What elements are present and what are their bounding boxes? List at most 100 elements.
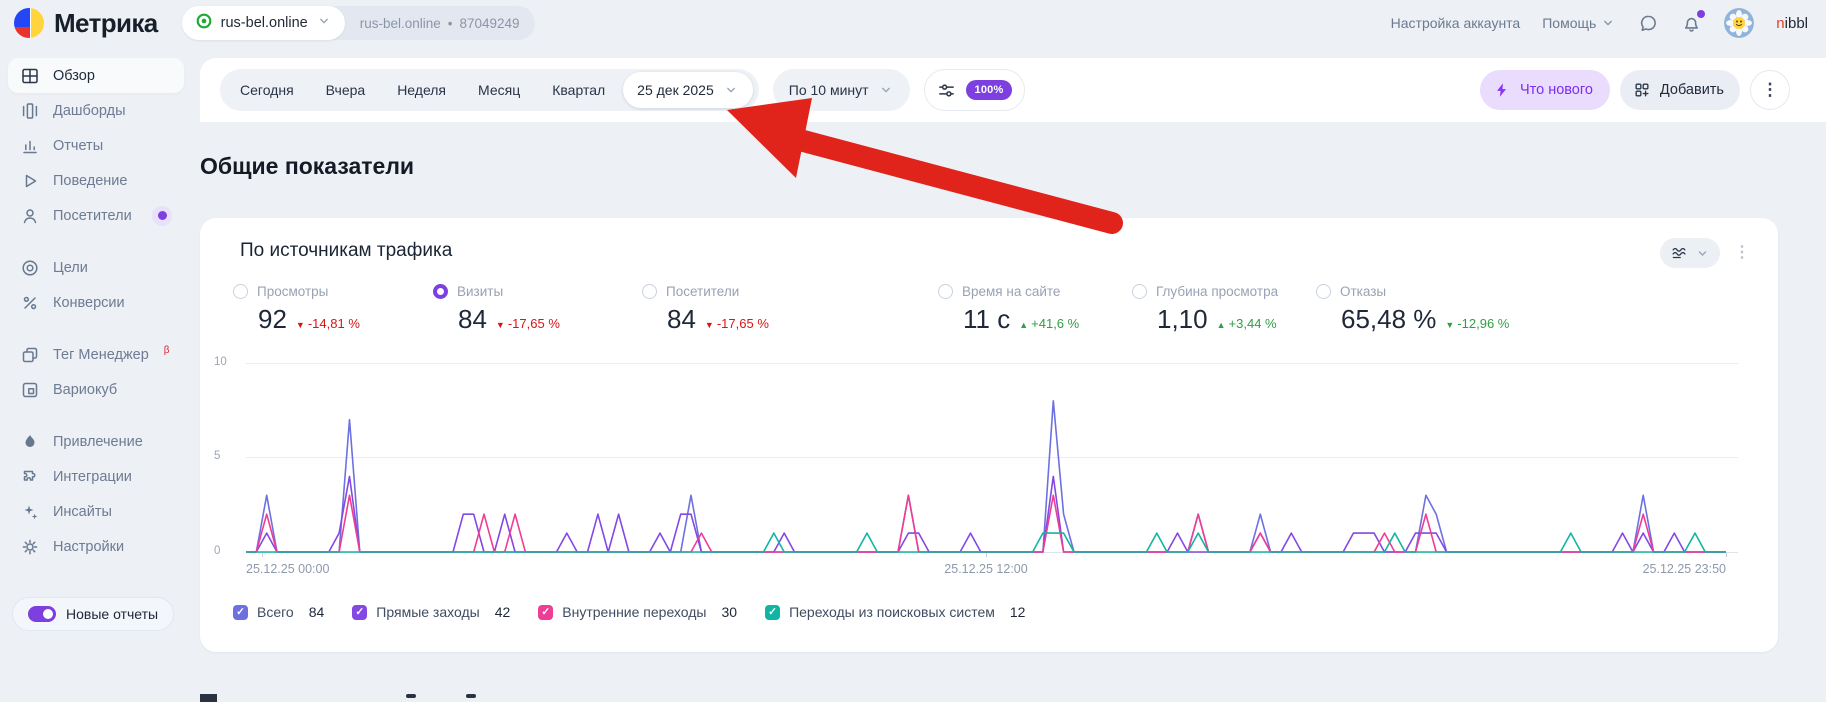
sidebar-item-behavior[interactable]: Поведение xyxy=(8,163,184,198)
radio-icon[interactable] xyxy=(938,284,953,299)
whats-new-button[interactable]: Что нового xyxy=(1479,70,1610,110)
new-reports-toggle[interactable]: Новые отчеты xyxy=(12,597,175,631)
sidebar-item-label: Обзор xyxy=(53,67,95,84)
legend-checkbox-icon[interactable]: ✓ xyxy=(538,604,554,620)
metric-value-row: 84 ▼ -17,65 % xyxy=(433,304,560,335)
behavior-icon xyxy=(20,171,40,191)
metric-selector[interactable]: Просмотры xyxy=(233,284,360,299)
account-settings-link[interactable]: Настройка аккаунта xyxy=(1390,15,1521,31)
chevron-down-icon xyxy=(726,87,735,93)
metric-value-row: 65,48 % ▼ -12,96 % xyxy=(1316,304,1509,335)
chevron-down-icon xyxy=(881,87,890,93)
card-title: По источникам трафика xyxy=(240,240,453,261)
help-menu[interactable]: Помощь xyxy=(1542,15,1616,31)
sampling-control[interactable]: 100% xyxy=(923,69,1026,111)
metric-label: Отказы xyxy=(1340,284,1387,299)
legend-checkbox-icon[interactable]: ✓ xyxy=(233,604,248,620)
quick-range-button-3[interactable]: Месяц xyxy=(478,82,521,98)
metric-delta-value: -17,65 % xyxy=(507,316,560,331)
triangle-up-icon: ▲ xyxy=(1019,320,1029,330)
sidebar-item-settings[interactable]: Настройки xyxy=(8,529,184,564)
sidebar-item-integrations[interactable]: Интеграции xyxy=(8,459,184,494)
granularity-dropdown[interactable]: По 10 минут xyxy=(772,69,910,111)
sidebar-group: Тег Менеджер β Вариокуб xyxy=(8,337,184,407)
date-range-bar: Сегодня Вчера Неделя Месяц Квартал 25 дек 20… xyxy=(220,69,759,111)
metric-value-row: 84 ▼ -17,65 % xyxy=(642,304,769,335)
quick-range-button-1[interactable]: Вчера xyxy=(325,82,366,98)
legend-checkbox-icon[interactable]: ✓ xyxy=(352,604,368,620)
y-axis-label-0: 0 xyxy=(214,545,221,557)
acquisition-icon xyxy=(20,432,40,452)
radio-icon[interactable] xyxy=(233,284,248,299)
sidebar-item-dashboards[interactable]: Дашборды xyxy=(8,93,184,128)
series-line xyxy=(246,399,1726,553)
help-label: Помощь xyxy=(1542,15,1597,31)
metric-selector[interactable]: Время на сайте xyxy=(938,284,1079,299)
metric-selector[interactable]: Визиты xyxy=(433,284,560,299)
metric-selector[interactable]: Глубина просмотра xyxy=(1132,284,1278,299)
radio-selected-icon[interactable] xyxy=(433,284,448,299)
sidebar-item-visitors[interactable]: Посетители xyxy=(8,198,184,233)
chat-button[interactable] xyxy=(1638,13,1659,34)
traffic-sources-card: По источникам трафика ⋮ Просмотры 92 ▼ -14,… xyxy=(200,218,1778,652)
metric-delta: ▼ -12,96 % xyxy=(1445,316,1509,331)
variocube-icon xyxy=(20,380,40,400)
sidebar-item-label: Отчеты xyxy=(53,137,104,154)
toolbar-right: Что нового Добавить ⋮ xyxy=(1479,70,1790,110)
legend-checkbox-icon[interactable]: ✓ xyxy=(765,604,781,620)
metric-delta: ▲ +41,6 % xyxy=(1019,316,1079,331)
sidebar-item-goals[interactable]: Цели xyxy=(8,250,184,285)
sidebar-item-reports[interactable]: Отчеты xyxy=(8,128,184,163)
metric-delta-value: +3,44 % xyxy=(1228,316,1277,331)
legend-count: 12 xyxy=(1009,604,1026,620)
notifications-button[interactable] xyxy=(1681,9,1706,34)
chart-type-selector[interactable] xyxy=(1660,238,1720,268)
metric-value: 84 xyxy=(458,304,487,334)
triangle-up-icon: ▲ xyxy=(1216,320,1226,330)
metric-value-row: 1,10 ▲ +3,44 % xyxy=(1132,304,1278,335)
metric-selector[interactable]: Посетители xyxy=(642,284,769,299)
beta-badge: β xyxy=(163,345,170,356)
site-counter-id: 87049249 xyxy=(459,15,520,31)
series-line xyxy=(246,532,1726,553)
toolbar-menu-button[interactable]: ⋮ xyxy=(1750,70,1790,110)
chevron-down-icon xyxy=(1604,20,1613,26)
username[interactable]: nibbl xyxy=(1776,14,1808,32)
metric-delta: ▲ +3,44 % xyxy=(1217,316,1277,331)
sidebar-item-insights[interactable]: Инсайты xyxy=(8,494,184,529)
radio-icon[interactable] xyxy=(1316,284,1331,299)
quick-range-button-0[interactable]: Сегодня xyxy=(240,82,294,98)
metrika-logo[interactable]: Метрика xyxy=(14,8,158,39)
metrika-logo-icon xyxy=(14,8,44,38)
card-menu-button[interactable]: ⋮ xyxy=(1734,244,1750,261)
x-tick-end xyxy=(1726,553,1727,557)
site-selector-group: rus-bel.online rus-bel.online • 87049249 xyxy=(181,6,535,40)
avatar[interactable] xyxy=(1724,8,1755,38)
site-meta: rus-bel.online • 87049249 xyxy=(345,16,535,31)
lightning-icon xyxy=(1497,83,1507,97)
sidebar-item-label: Дашборды xyxy=(53,102,126,119)
date-picker[interactable]: 25 дек 2025 xyxy=(623,72,753,108)
quick-range-button-2[interactable]: Неделя xyxy=(397,82,447,98)
metric-selector[interactable]: Отказы xyxy=(1316,284,1509,299)
sidebar-item-label: Тег Менеджер xyxy=(53,346,149,363)
card-controls: ⋮ xyxy=(1660,238,1750,268)
sidebar-item-label: Инсайты xyxy=(53,503,112,520)
radio-icon[interactable] xyxy=(642,284,657,299)
sidebar-item-variocube[interactable]: Вариокуб xyxy=(8,372,184,407)
new-reports-label: Новые отчеты xyxy=(66,606,159,622)
sidebar-item-conversions[interactable]: Конверсии xyxy=(8,285,184,320)
add-button[interactable]: Добавить xyxy=(1619,70,1740,110)
toolbar: Сегодня Вчера Неделя Месяц Квартал 25 дек 20… xyxy=(200,58,1826,122)
sidebar-item-tag-manager[interactable]: Тег Менеджер β xyxy=(8,337,184,372)
legend-count: 84 xyxy=(308,604,325,620)
sidebar-item-acquisition[interactable]: Привлечение xyxy=(8,424,184,459)
sidebar-item-overview[interactable]: Обзор xyxy=(8,58,184,93)
metric-2: Посетители 84 ▼ -17,65 % xyxy=(642,284,769,335)
site-selector[interactable]: rus-bel.online xyxy=(181,6,345,40)
radio-icon[interactable] xyxy=(1132,284,1147,299)
quick-range-button-4[interactable]: Квартал xyxy=(552,82,606,98)
series-line xyxy=(246,494,1726,553)
bell-icon xyxy=(1685,17,1699,32)
